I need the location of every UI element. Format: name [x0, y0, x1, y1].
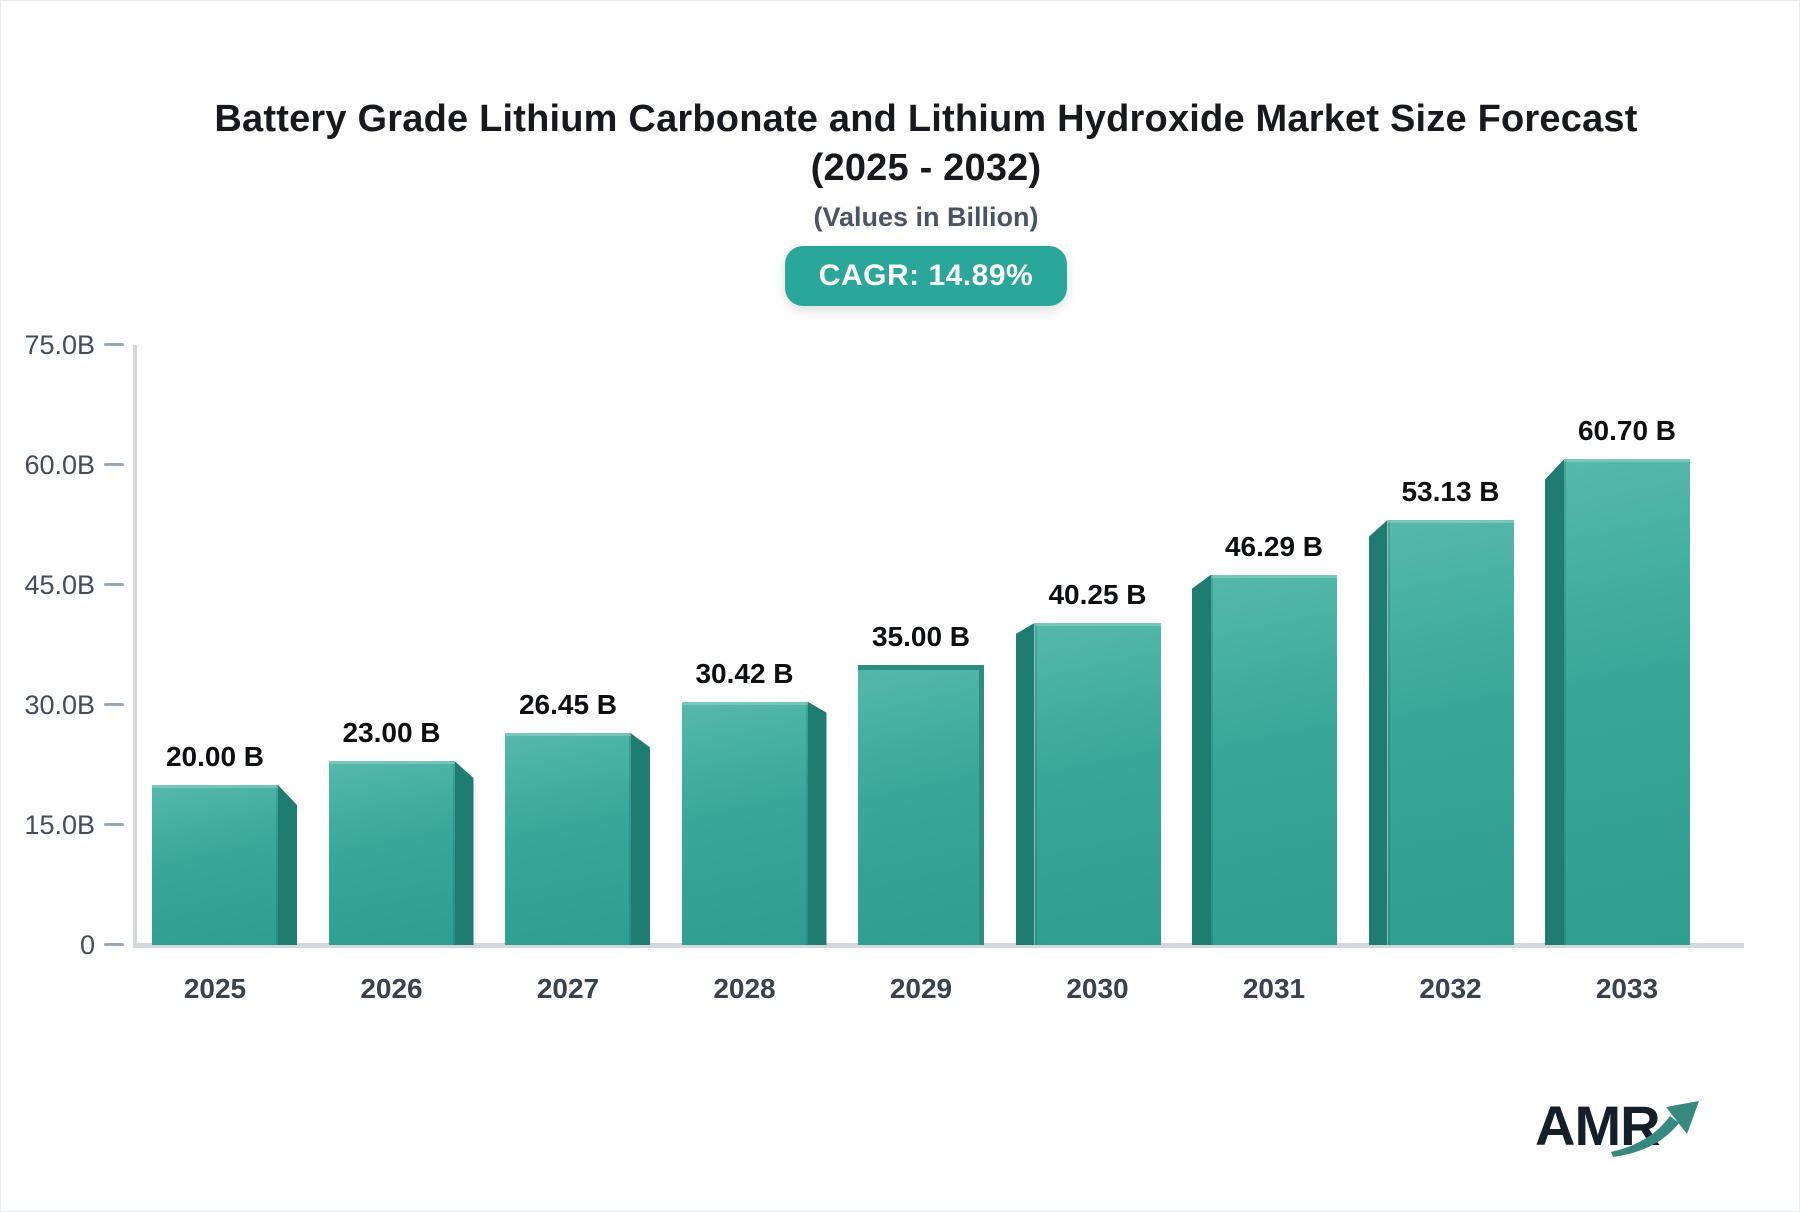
bar-face-2026	[328, 761, 455, 945]
bar-side	[1015, 623, 1035, 945]
x-axis-line	[133, 943, 1744, 948]
bar-value-label: 53.13 B	[1401, 475, 1500, 507]
bar-value-label: 26.45 B	[518, 689, 618, 721]
y-axis-label: 0	[79, 930, 95, 960]
amr-logo: AMR	[1531, 1087, 1741, 1171]
y-axis-label: 15.0B	[24, 810, 95, 840]
y-axis-label: 75.0B	[24, 330, 95, 360]
bar-face-2029	[858, 665, 984, 945]
bar-value-label: 46.29 B	[1224, 530, 1324, 562]
chart-subtitle: (Values in Billion)	[813, 202, 1039, 232]
bar-face-2025	[152, 785, 278, 945]
bar-side	[1368, 519, 1388, 945]
x-axis-label-2026: 2026	[360, 973, 423, 1004]
bar-side	[631, 733, 650, 945]
bar-value-label: 40.25 B	[1048, 579, 1147, 610]
bar-side	[1545, 459, 1564, 945]
x-axis-label-2029: 2029	[889, 973, 953, 1004]
y-axis-tick	[104, 943, 124, 946]
chart-header: Battery Grade Lithium Carbonate and Lith…	[76, 95, 1776, 306]
bar-value-label: 35.00 B	[871, 621, 971, 652]
y-axis-tick	[104, 703, 124, 706]
bar-side	[278, 785, 297, 945]
bar-face-2030	[1034, 623, 1161, 945]
x-axis-label-2028: 2028	[713, 973, 776, 1004]
x-axis-label-2030: 2030	[1066, 973, 1129, 1004]
bar-face-2033	[1564, 459, 1690, 945]
bar-value-label: 30.42 B	[695, 657, 794, 689]
bar-face-2032	[1387, 519, 1514, 945]
x-axis-label-2025: 2025	[183, 973, 247, 1004]
y-axis-tick	[104, 583, 124, 586]
bar-face-2028	[681, 701, 808, 945]
x-axis-label-2032: 2032	[1419, 973, 1482, 1004]
growth-arrow-icon	[1611, 1101, 1699, 1157]
chart-title-line2: (2025 - 2032)	[810, 147, 1042, 189]
y-axis-label: 60.0B	[24, 450, 95, 480]
y-axis-line	[133, 345, 137, 948]
x-axis-label-2031: 2031	[1242, 973, 1306, 1004]
bar-side	[454, 761, 474, 945]
bar-value-label: 23.00 B	[342, 717, 441, 748]
chart-title-line1: Battery Grade Lithium Carbonate and Lith…	[214, 98, 1638, 140]
bar-side	[1192, 574, 1211, 945]
bar-side	[807, 701, 827, 945]
cagr-badge: CAGR: 14.89%	[784, 246, 1068, 306]
x-axis-label-2033: 2033	[1595, 973, 1659, 1004]
y-axis-tick	[104, 463, 124, 466]
y-axis-tick	[104, 823, 124, 826]
y-axis-label: 30.0B	[24, 690, 95, 720]
y-axis-tick	[104, 343, 124, 346]
bar-face-2031	[1211, 574, 1337, 945]
bar-value-label: 20.00 B	[165, 741, 265, 772]
y-axis-label: 45.0B	[24, 570, 95, 600]
bar-value-label: 60.70 B	[1577, 415, 1677, 447]
bar-face-2027	[505, 733, 631, 945]
x-axis-label-2027: 2027	[536, 973, 600, 1004]
